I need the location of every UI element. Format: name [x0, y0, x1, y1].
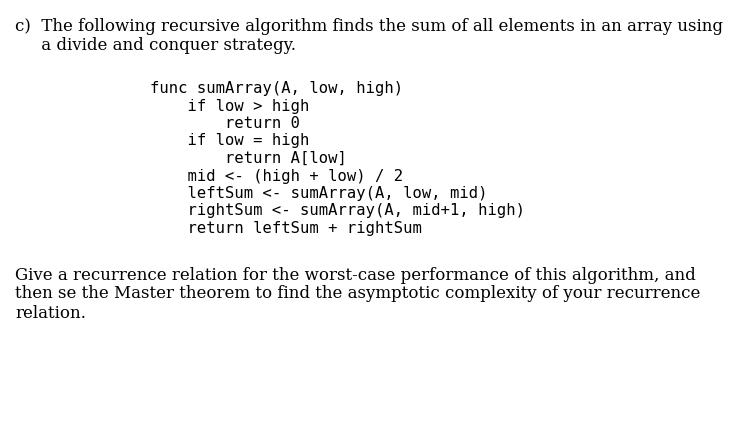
- Text: c)  The following recursive algorithm finds the sum of all elements in an array : c) The following recursive algorithm fin…: [15, 18, 723, 35]
- Text: if low = high: if low = high: [150, 133, 309, 148]
- Text: a divide and conquer strategy.: a divide and conquer strategy.: [15, 37, 296, 54]
- Text: Give a recurrence relation for the worst-case performance of this algorithm, and: Give a recurrence relation for the worst…: [15, 266, 696, 283]
- Text: then se the Master theorem to find the asymptotic complexity of your recurrence: then se the Master theorem to find the a…: [15, 285, 700, 302]
- Text: func sumArray(A, low, high): func sumArray(A, low, high): [150, 81, 403, 96]
- Text: rightSum <- sumArray(A, mid+1, high): rightSum <- sumArray(A, mid+1, high): [150, 203, 525, 218]
- Text: return leftSum + rightSum: return leftSum + rightSum: [150, 220, 422, 236]
- Text: leftSum <- sumArray(A, low, mid): leftSum <- sumArray(A, low, mid): [150, 186, 487, 201]
- Text: if low > high: if low > high: [150, 98, 309, 113]
- Text: mid <- (high + low) / 2: mid <- (high + low) / 2: [150, 168, 403, 183]
- Text: relation.: relation.: [15, 304, 86, 321]
- Text: return A[low]: return A[low]: [150, 151, 347, 166]
- Text: return 0: return 0: [150, 116, 300, 131]
